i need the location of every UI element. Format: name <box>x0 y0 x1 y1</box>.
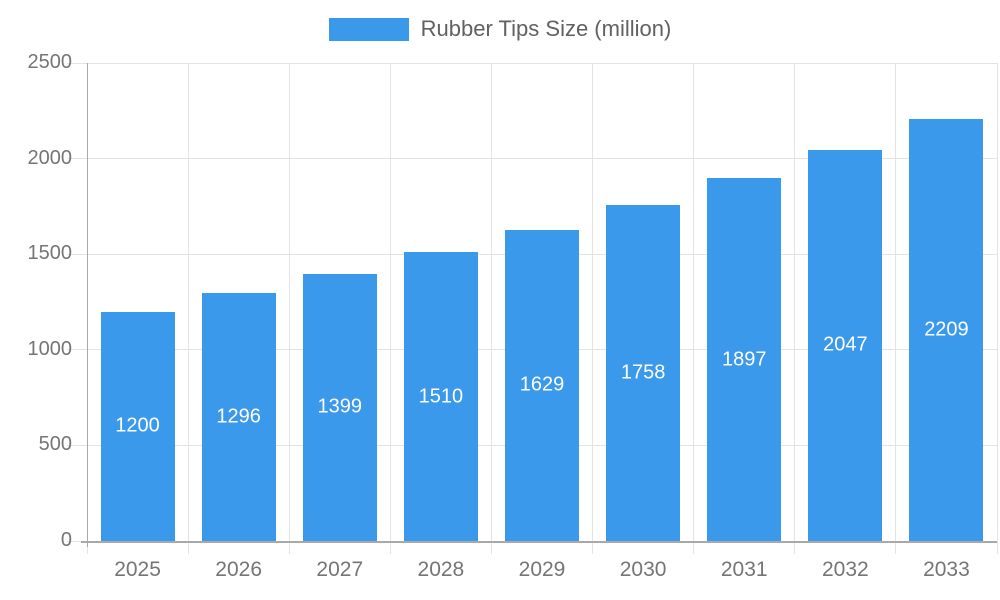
x-gridline <box>693 63 695 541</box>
bar[interactable] <box>101 311 175 541</box>
legend-label: Rubber Tips Size (million) <box>420 16 672 41</box>
x-axis-tick <box>86 541 88 554</box>
x-axis-tick <box>490 541 492 554</box>
x-axis-label: 2031 <box>720 558 768 581</box>
x-axis-label: 2029 <box>518 558 566 581</box>
x-axis-tick <box>187 541 189 554</box>
y-axis-tick <box>67 540 87 542</box>
x-gridline <box>490 63 492 541</box>
y-axis-tick <box>67 349 87 351</box>
bar[interactable] <box>303 273 377 541</box>
y-axis-tick <box>67 158 87 160</box>
x-gridline <box>288 63 290 541</box>
x-axis-label: 2028 <box>417 558 465 581</box>
bar-value-label: 1296 <box>216 405 261 428</box>
bar[interactable] <box>404 252 478 541</box>
x-axis-label: 2032 <box>821 558 869 581</box>
bar-value-label: 1399 <box>317 395 363 418</box>
bar[interactable] <box>909 118 983 541</box>
bar[interactable] <box>202 293 276 541</box>
x-gridline <box>187 63 189 541</box>
x-gridline <box>794 63 796 541</box>
y-gridline <box>87 62 997 64</box>
bar[interactable] <box>606 204 680 541</box>
x-axis-tick <box>288 541 290 554</box>
x-gridline <box>895 63 897 541</box>
x-gridline <box>389 63 391 541</box>
y-axis-line <box>86 63 88 547</box>
bar-value-label: 1758 <box>620 361 666 384</box>
bar[interactable] <box>808 149 882 541</box>
x-axis-label: 2026 <box>215 558 263 581</box>
bar-value-label: 2047 <box>823 333 868 356</box>
bar-value-label: 1510 <box>418 385 464 408</box>
y-axis-label: 2500 <box>27 51 73 73</box>
x-axis-label: 2033 <box>923 558 970 581</box>
y-axis-label: 500 <box>38 433 72 456</box>
y-axis-label: 1000 <box>27 337 73 360</box>
x-axis-tick <box>794 541 796 554</box>
y-axis-label: 1500 <box>27 242 73 265</box>
bar-value-label: 1897 <box>721 348 767 371</box>
bar-value-label: 2209 <box>924 318 969 341</box>
y-axis-tick <box>67 444 87 446</box>
x-gridline <box>996 63 998 541</box>
y-gridline <box>87 158 997 160</box>
x-axis-line <box>81 540 997 543</box>
x-axis-label: 2027 <box>316 558 364 581</box>
bar-value-label: 1200 <box>115 414 160 437</box>
x-axis-tick <box>592 541 594 554</box>
y-axis-label: 0 <box>60 529 72 551</box>
x-axis-tick <box>389 541 391 554</box>
x-axis-tick <box>996 541 998 554</box>
legend[interactable]: Rubber Tips Size (million) <box>0 16 1000 42</box>
y-axis-label: 2000 <box>27 146 73 169</box>
x-axis-tick <box>895 541 897 554</box>
y-axis-tick <box>67 253 87 255</box>
legend-swatch <box>328 17 409 41</box>
bar-value-label: 1629 <box>519 373 565 396</box>
x-axis-label: 2030 <box>619 558 667 581</box>
x-axis-label: 2025 <box>114 558 161 581</box>
bar[interactable] <box>707 178 781 541</box>
x-axis-tick <box>693 541 695 554</box>
x-gridline <box>592 63 594 541</box>
bar[interactable] <box>505 229 579 541</box>
y-axis-tick <box>67 62 87 64</box>
